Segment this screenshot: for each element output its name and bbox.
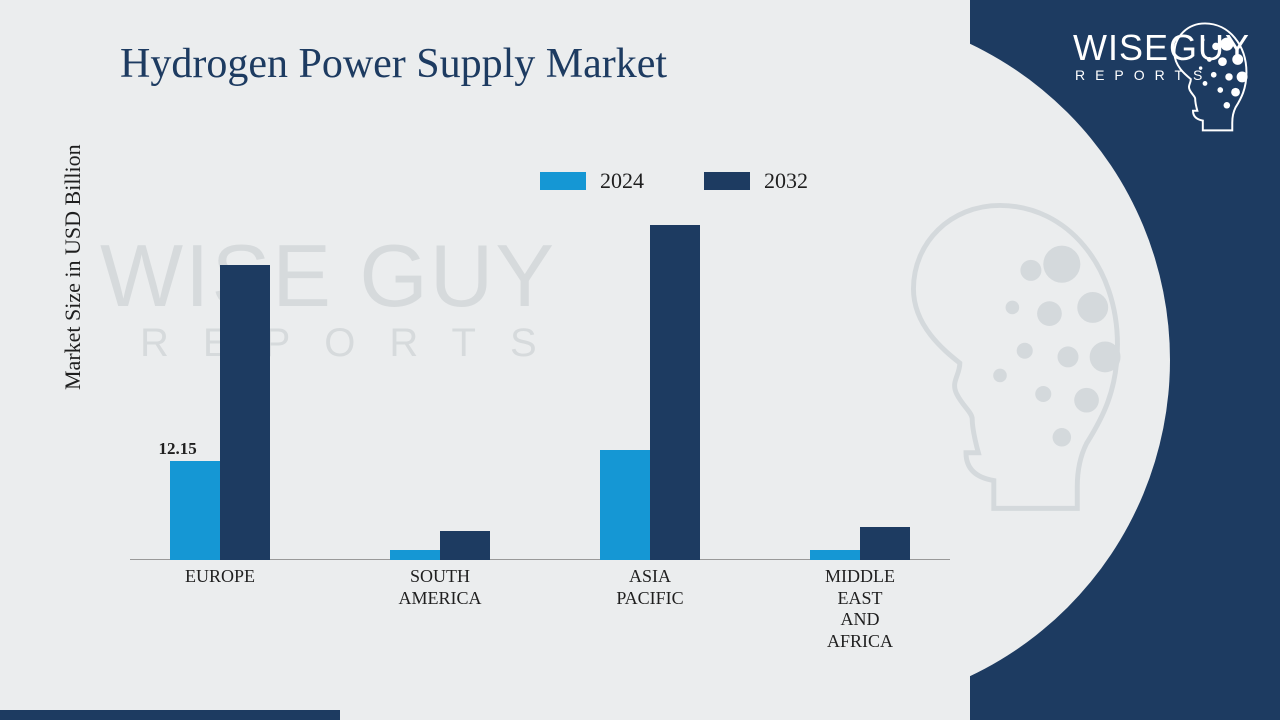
brand-line2: REPORTS	[1075, 68, 1250, 82]
bar-group: 12.15EUROPE	[140, 265, 300, 560]
legend-item-2024: 2024	[540, 168, 644, 194]
bar-group: MIDDLE EAST AND AFRICA	[780, 527, 940, 560]
bar-group: SOUTH AMERICA	[360, 531, 520, 560]
chart-title: Hydrogen Power Supply Market	[120, 40, 667, 88]
brand-line1b: GUY	[1169, 27, 1250, 68]
legend-label-2024: 2024	[600, 168, 644, 194]
category-label: ASIA PACIFIC	[565, 566, 735, 609]
category-label: SOUTH AMERICA	[355, 566, 525, 609]
bar-s1	[810, 550, 860, 560]
bar-value-label: 12.15	[159, 439, 197, 459]
bar-s2	[860, 527, 910, 560]
legend-item-2032: 2032	[704, 168, 808, 194]
legend-label-2032: 2032	[764, 168, 808, 194]
bar-pair	[360, 531, 520, 560]
bar-s1: 12.15	[170, 461, 220, 560]
bar-pair	[570, 225, 730, 560]
brand-logo: WISEGUY REPORTS	[1073, 30, 1250, 82]
bar-s1	[600, 450, 650, 560]
bar-s2	[650, 225, 700, 560]
category-label: EUROPE	[135, 566, 305, 588]
bar-s1	[390, 550, 440, 560]
legend-swatch-2032	[704, 172, 750, 190]
bar-pair	[780, 527, 940, 560]
bar-s2	[220, 265, 270, 560]
bar-s2	[440, 531, 490, 560]
y-axis-label: Market Size in USD Billion	[60, 144, 86, 390]
chart-plot-area: 12.15EUROPE SOUTH AMERICA ASIA PACIFIC MIDD…	[130, 200, 950, 560]
bottom-band	[0, 710, 340, 720]
bar-pair: 12.15	[140, 265, 300, 560]
category-label: MIDDLE EAST AND AFRICA	[775, 566, 945, 652]
bar-group: ASIA PACIFIC	[570, 225, 730, 560]
brand-line1a: WISE	[1073, 27, 1169, 68]
chart-legend: 2024 2032	[540, 168, 808, 194]
legend-swatch-2024	[540, 172, 586, 190]
